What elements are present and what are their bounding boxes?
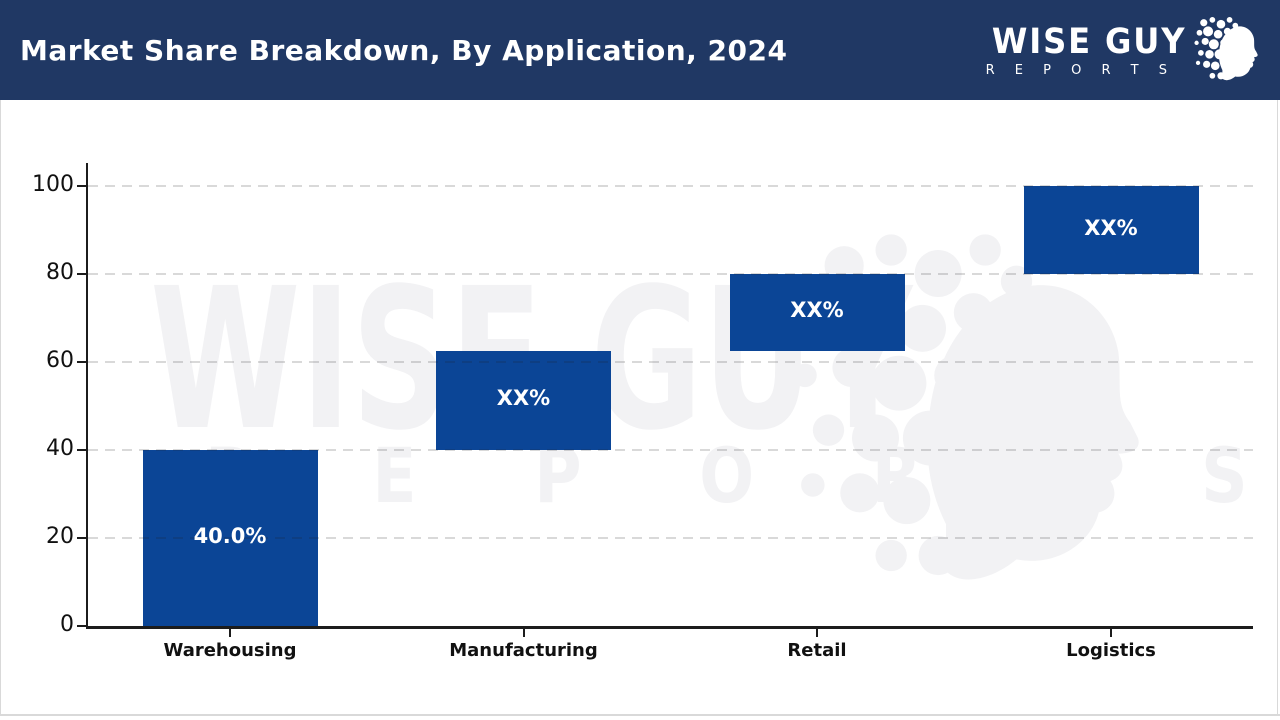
y-tick-label: 20 [46,523,74,549]
wiseguy-face-icon [1194,17,1258,81]
bar-value-label: XX% [496,386,551,411]
gridline-20 [88,536,1253,539]
y-tick-mark [77,536,86,539]
y-tick-mark [77,184,86,187]
y-tick-label: 80 [46,259,74,285]
x-category-label: Logistics [1066,640,1156,661]
bar-manufacturing [436,350,611,450]
bar-value-label: 40.0% [193,523,267,548]
gridline-40 [88,448,1253,451]
y-axis-spine [86,163,88,629]
x-category-label: Retail [787,640,847,661]
bar-value-label: XX% [1084,215,1138,240]
logo-subtitle: R E P O R T S [985,63,1175,78]
x-tick-mark [1110,629,1112,637]
bottom-divider [0,714,1280,716]
y-tick-mark [77,625,86,627]
gridline-60 [88,360,1253,363]
bar-retail [729,273,905,351]
bar-logistics [1023,185,1199,274]
header-bar: Market Share Breakdown, By Application, … [0,0,1280,100]
gridline-80 [88,272,1253,275]
y-tick-mark [77,360,86,363]
x-category-label: Manufacturing [449,640,598,661]
bar-value-label: XX% [790,298,844,323]
bar-warehousing [142,449,318,626]
y-tick-label: 100 [32,171,74,197]
y-tick-label: 40 [46,435,74,461]
gridline-100 [88,184,1253,187]
x-tick-mark [229,629,231,637]
x-axis-spine [86,626,1253,629]
x-category-label: Warehousing [163,640,297,661]
y-tick-mark [77,448,86,451]
left-border [0,100,1,716]
logo-wordmark: WISE GUY [991,22,1186,62]
wiseguy-logo: WISE GUY R E P O R T S [975,4,1274,96]
right-border [1277,100,1278,716]
y-tick-label: 0 [60,612,74,637]
x-tick-mark [816,629,818,637]
y-tick-label: 60 [46,347,74,373]
logo-text: WISE GUY R E P O R T S [975,22,1186,78]
x-tick-mark [522,629,525,637]
y-tick-mark [77,272,86,275]
page-title: Market Share Breakdown, By Application, … [20,34,788,67]
